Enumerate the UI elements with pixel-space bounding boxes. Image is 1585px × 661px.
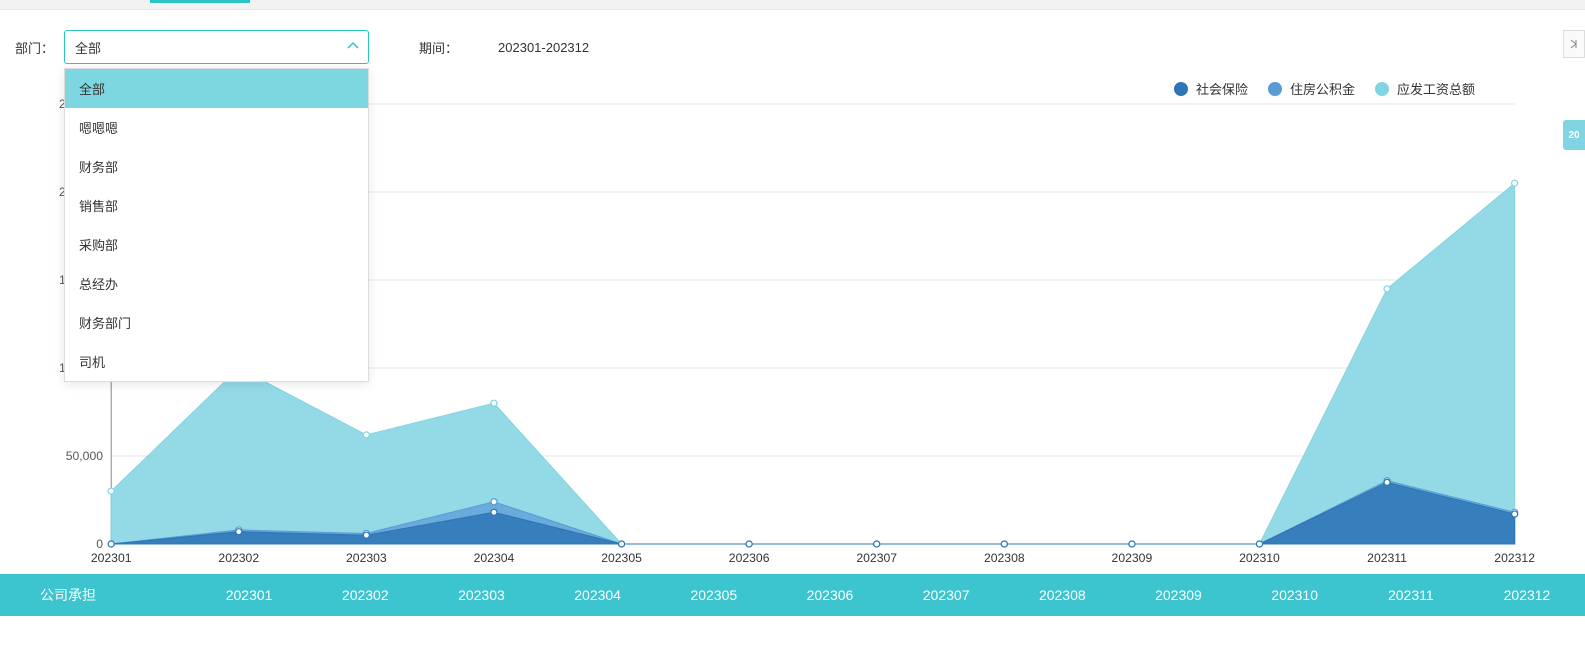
table-header-cell: 202306 [772, 587, 888, 603]
legend-dot-icon [1174, 82, 1188, 96]
period-label: 期间： [419, 38, 458, 57]
svg-text:202312: 202312 [1494, 551, 1535, 565]
svg-text:202308: 202308 [984, 551, 1025, 565]
table-header-cell: 公司承担 [0, 585, 191, 605]
table-header-cell: 202303 [423, 587, 539, 603]
top-bar [0, 0, 1585, 10]
table-header-cell: 202311 [1353, 587, 1469, 603]
dept-option[interactable]: 销售部 [65, 186, 368, 225]
dept-option[interactable]: 司机 [65, 342, 368, 381]
legend-label: 住房公积金 [1290, 79, 1355, 98]
svg-text:0: 0 [96, 537, 103, 551]
legend-item[interactable]: 住房公积金 [1268, 79, 1355, 98]
svg-text:202310: 202310 [1239, 551, 1280, 565]
table-header-row: 公司承担202301202302202303202304202305202306… [0, 574, 1585, 616]
dept-option[interactable]: 财务部门 [65, 303, 368, 342]
active-tab-indicator [150, 0, 250, 3]
expand-panel-button[interactable] [1563, 30, 1585, 58]
legend-dot-icon [1375, 82, 1389, 96]
svg-text:202303: 202303 [346, 551, 387, 565]
legend-label: 应发工资总额 [1397, 79, 1475, 98]
dept-dropdown-list[interactable]: 全部嗯嗯嗯财务部销售部采购部总经办财务部门司机 [65, 69, 368, 381]
table-header-cell: 202302 [307, 587, 423, 603]
legend-dot-icon [1268, 82, 1282, 96]
table-header-cell: 202304 [540, 587, 656, 603]
table-header-cell: 202301 [191, 587, 307, 603]
svg-text:50,000: 50,000 [66, 449, 104, 463]
legend-label: 社会保险 [1196, 79, 1248, 98]
svg-text:202304: 202304 [474, 551, 515, 565]
dept-select-value: 全部 [75, 38, 101, 57]
dept-dropdown: 全部嗯嗯嗯财务部销售部采购部总经办财务部门司机 [64, 68, 369, 382]
svg-text:202307: 202307 [856, 551, 897, 565]
svg-text:202306: 202306 [729, 551, 770, 565]
dept-option[interactable]: 财务部 [65, 147, 368, 186]
table-header-cell: 202307 [888, 587, 1004, 603]
dept-option[interactable]: 嗯嗯嗯 [65, 108, 368, 147]
dept-select[interactable]: 全部 [64, 30, 369, 64]
svg-text:202311: 202311 [1367, 551, 1407, 565]
dept-option[interactable]: 全部 [65, 69, 368, 108]
table-header-cell: 202312 [1469, 587, 1585, 603]
legend-item[interactable]: 应发工资总额 [1375, 79, 1475, 98]
svg-text:202305: 202305 [601, 551, 642, 565]
svg-text:202302: 202302 [218, 551, 259, 565]
svg-text:202309: 202309 [1112, 551, 1153, 565]
dept-option[interactable]: 采购部 [65, 225, 368, 264]
dept-option[interactable]: 总经办 [65, 264, 368, 303]
dept-label: 部门： [15, 38, 54, 57]
chart-legend: 社会保险 住房公积金 应发工资总额 [1174, 79, 1475, 98]
table-header-cell: 202310 [1237, 587, 1353, 603]
filter-bar: 部门： 全部 全部嗯嗯嗯财务部销售部采购部总经办财务部门司机 期间： 20230… [0, 10, 1585, 74]
dept-select-wrap: 全部 全部嗯嗯嗯财务部销售部采购部总经办财务部门司机 [64, 30, 369, 64]
period-value: 202301-202312 [498, 40, 589, 55]
table-header-cell: 202308 [1004, 587, 1120, 603]
legend-item[interactable]: 社会保险 [1174, 79, 1248, 98]
svg-text:202301: 202301 [91, 551, 132, 565]
table-header-cell: 202305 [656, 587, 772, 603]
side-tab[interactable]: 20 [1563, 120, 1585, 150]
table-header-cell: 202309 [1120, 587, 1236, 603]
